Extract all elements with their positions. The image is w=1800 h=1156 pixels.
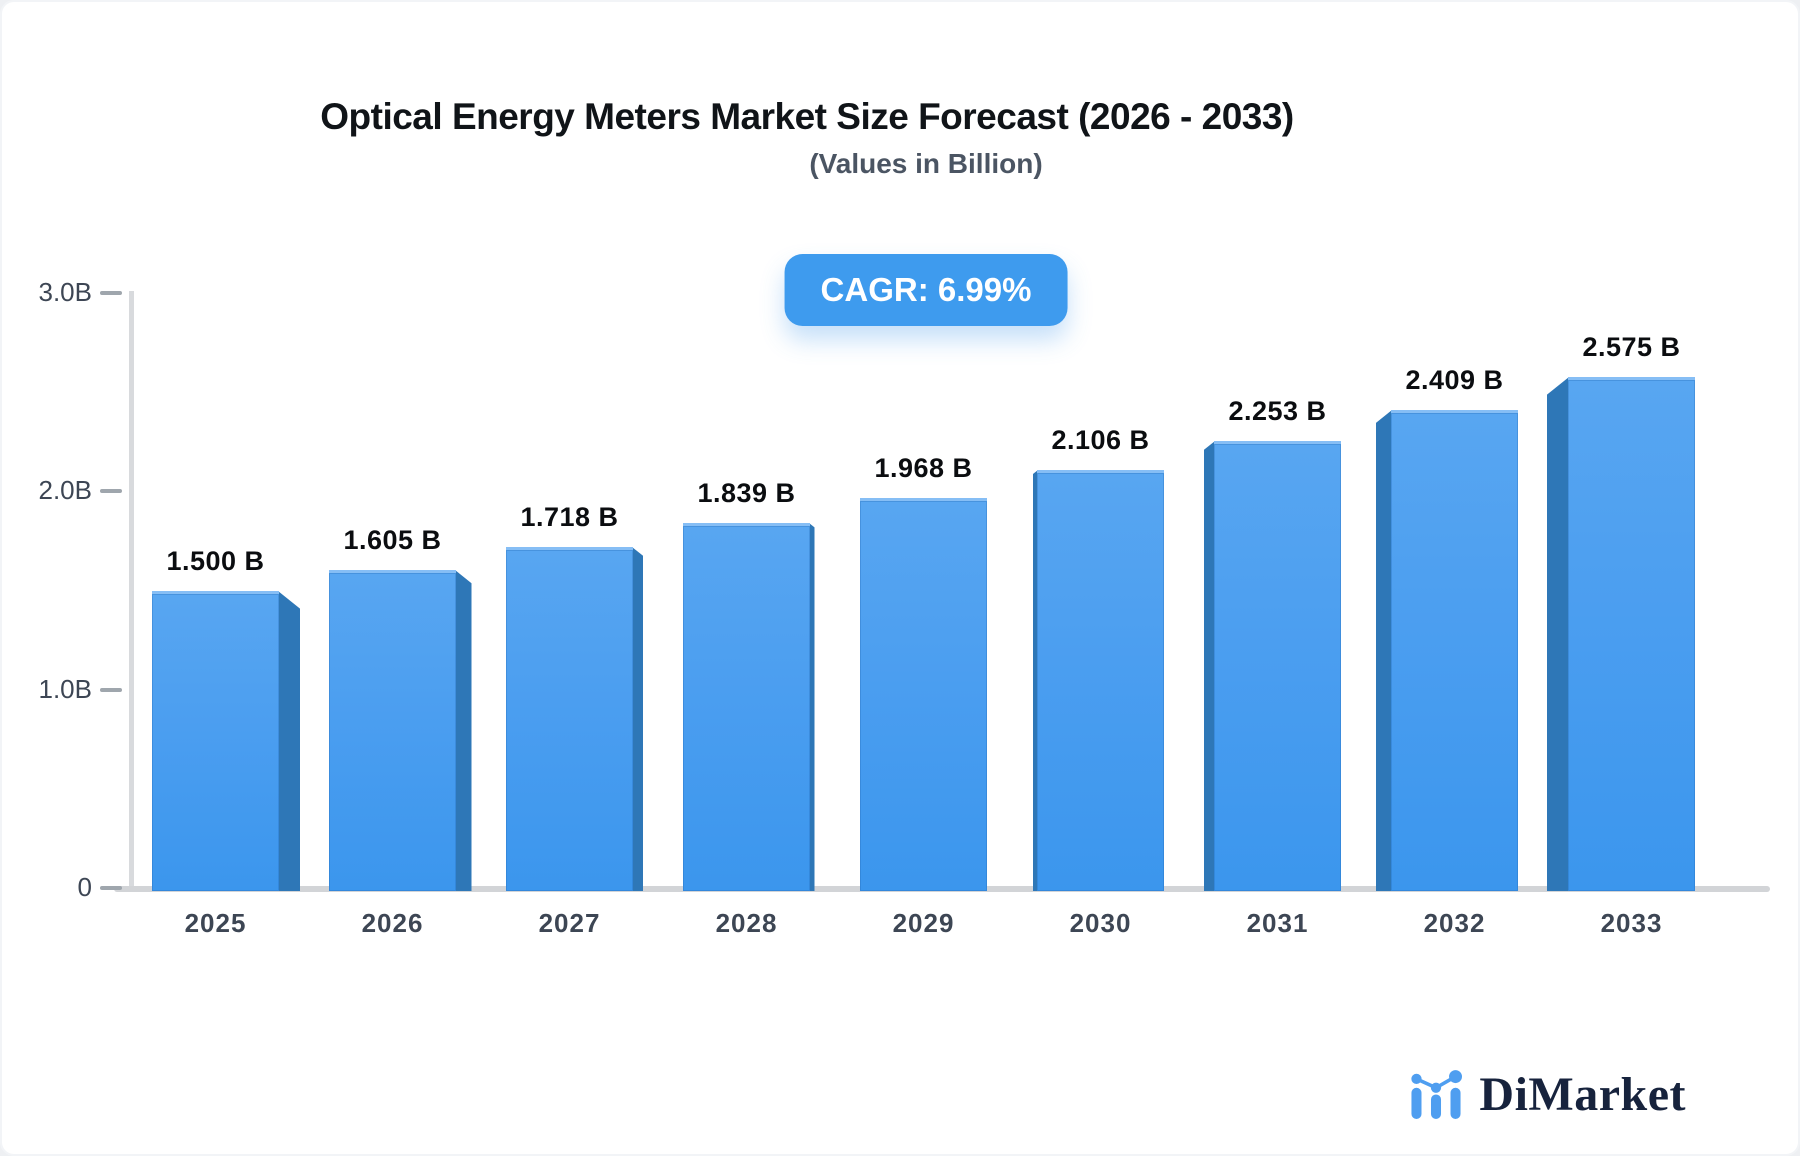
x-axis-label: 2027	[538, 908, 601, 938]
bar-2032	[1391, 410, 1518, 891]
y-axis-label: 0	[77, 872, 92, 902]
bar-side-3d	[1032, 470, 1038, 891]
bar-side-3d	[809, 523, 815, 891]
bar-2033	[1568, 377, 1695, 891]
bar-2025	[152, 591, 279, 891]
bar-value-label: 2.253 B	[1228, 396, 1327, 426]
chart-subtitle: (Values in Billion)	[809, 148, 1043, 179]
x-axis-label: 2028	[715, 908, 778, 938]
bar-line-chart-icon	[1411, 1069, 1463, 1119]
bar-2029	[860, 498, 987, 891]
y-axis-label: 3.0B	[38, 277, 93, 307]
bar-value-label: 1.718 B	[520, 502, 619, 532]
bar-side-3d	[278, 591, 300, 891]
y-axis-tick	[100, 688, 122, 692]
bar-value-label: 1.605 B	[343, 525, 442, 555]
bar-2027	[506, 547, 633, 891]
bar-2030	[1037, 470, 1164, 891]
y-axis-tick	[100, 291, 122, 295]
cagr-badge: CAGR: 6.99%	[784, 254, 1068, 326]
x-axis-label: 2033	[1600, 908, 1663, 938]
brand-logo: DiMarket	[1407, 1067, 1686, 1122]
bar-side-3d	[455, 570, 472, 891]
x-axis-label: 2025	[184, 908, 247, 938]
x-axis-label: 2026	[361, 908, 424, 938]
chart-title: Optical Energy Meters Market Size Foreca…	[320, 96, 1294, 137]
bar-value-label: 1.500 B	[166, 546, 265, 576]
x-axis-label: 2031	[1246, 908, 1309, 938]
y-axis-tick	[100, 489, 122, 493]
bar-value-label: 2.106 B	[1051, 425, 1150, 455]
bar-side-3d	[632, 547, 643, 891]
y-axis-line	[129, 291, 134, 890]
bar-side-3d	[1204, 441, 1215, 891]
bar-value-label: 2.575 B	[1582, 332, 1681, 362]
y-axis-label: 2.0B	[38, 475, 93, 505]
x-axis-label: 2029	[892, 908, 955, 938]
bar-side-3d	[1547, 377, 1569, 891]
bar-value-label: 2.409 B	[1405, 365, 1504, 395]
bar-side-3d	[1375, 410, 1392, 891]
bar-2026	[329, 570, 456, 891]
bar-value-label: 1.968 B	[874, 453, 973, 483]
bar-value-label: 1.839 B	[697, 478, 796, 508]
x-axis-label: 2030	[1069, 908, 1132, 938]
x-axis-label: 2032	[1423, 908, 1486, 938]
brand-name: DiMarket	[1479, 1068, 1686, 1121]
bar-2028	[683, 523, 810, 891]
bar-2031	[1214, 441, 1341, 891]
y-axis-tick	[100, 886, 122, 890]
y-axis-label: 1.0B	[38, 674, 93, 704]
